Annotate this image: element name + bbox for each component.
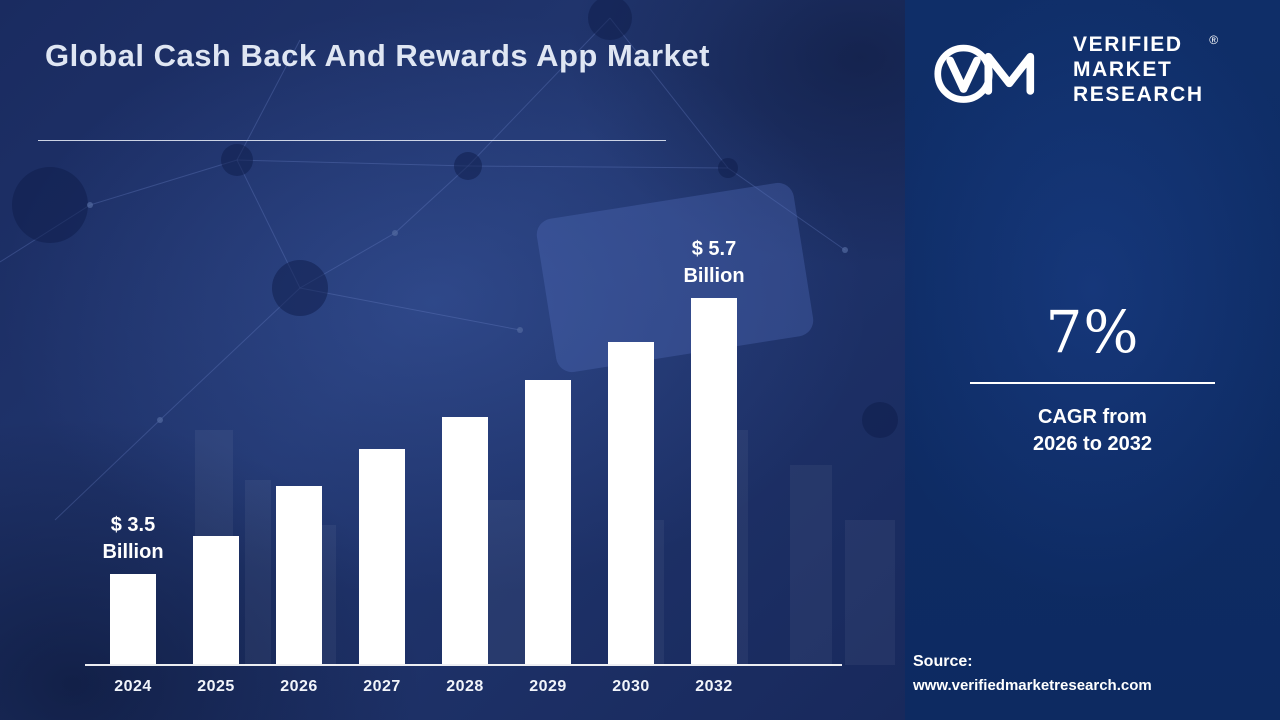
x-tick-label: 2025	[197, 678, 235, 695]
info-panel: VERIFIED MARKET RESEARCH ® 7% CAGR from …	[905, 0, 1280, 720]
brand-block: VERIFIED MARKET RESEARCH ®	[933, 32, 1270, 107]
brand-name-line: RESEARCH	[1073, 83, 1204, 106]
source-url: www.verifiedmarketresearch.com	[913, 677, 1152, 694]
cagr-value: 7%	[1045, 298, 1140, 366]
bar-value-label: $ 5.7 Billion	[683, 238, 745, 287]
cagr-caption: CAGR from 2026 to 2032	[905, 404, 1280, 458]
title-underline	[38, 140, 666, 141]
chart-bar	[608, 342, 654, 664]
chart-bar	[276, 486, 322, 664]
page-title: Global Cash Back And Rewards App Market	[45, 38, 710, 73]
x-tick-label: 2029	[529, 678, 567, 695]
registered-trademark-icon: ®	[1209, 33, 1220, 47]
chart-panel: Global Cash Back And Rewards App Market …	[0, 0, 905, 720]
x-tick-label: 2030	[612, 678, 650, 695]
cagr-stat: 7% CAGR from 2026 to 2032	[905, 298, 1280, 458]
x-tick-label: 2028	[446, 678, 484, 695]
bar-value-label: $ 3.5 Billion	[102, 514, 164, 563]
x-tick-label: 2032	[695, 678, 733, 695]
x-tick-label: 2026	[280, 678, 318, 695]
x-tick-label: 2027	[363, 678, 401, 695]
source-label: Source:	[913, 653, 973, 670]
x-tick-label: 2024	[114, 678, 152, 695]
vmr-logo-icon	[934, 44, 1035, 103]
x-axis-line	[85, 664, 842, 666]
brand-name-line: MARKET	[1073, 58, 1173, 81]
cagr-caption-line: 2026 to 2032	[1033, 433, 1152, 455]
chart-bar	[691, 298, 737, 664]
stat-divider	[970, 382, 1215, 384]
brand-name: VERIFIED MARKET RESEARCH ®	[1073, 32, 1220, 107]
chart-bar	[110, 574, 156, 664]
cagr-caption-line: CAGR from	[1038, 406, 1147, 428]
chart-bar	[525, 380, 571, 664]
chart-bar	[442, 417, 488, 664]
brand-name-line: VERIFIED	[1073, 33, 1183, 56]
chart-bar	[193, 536, 239, 664]
source-block: Source: www.verifiedmarketresearch.com	[913, 650, 1152, 698]
chart-bar	[359, 449, 405, 664]
